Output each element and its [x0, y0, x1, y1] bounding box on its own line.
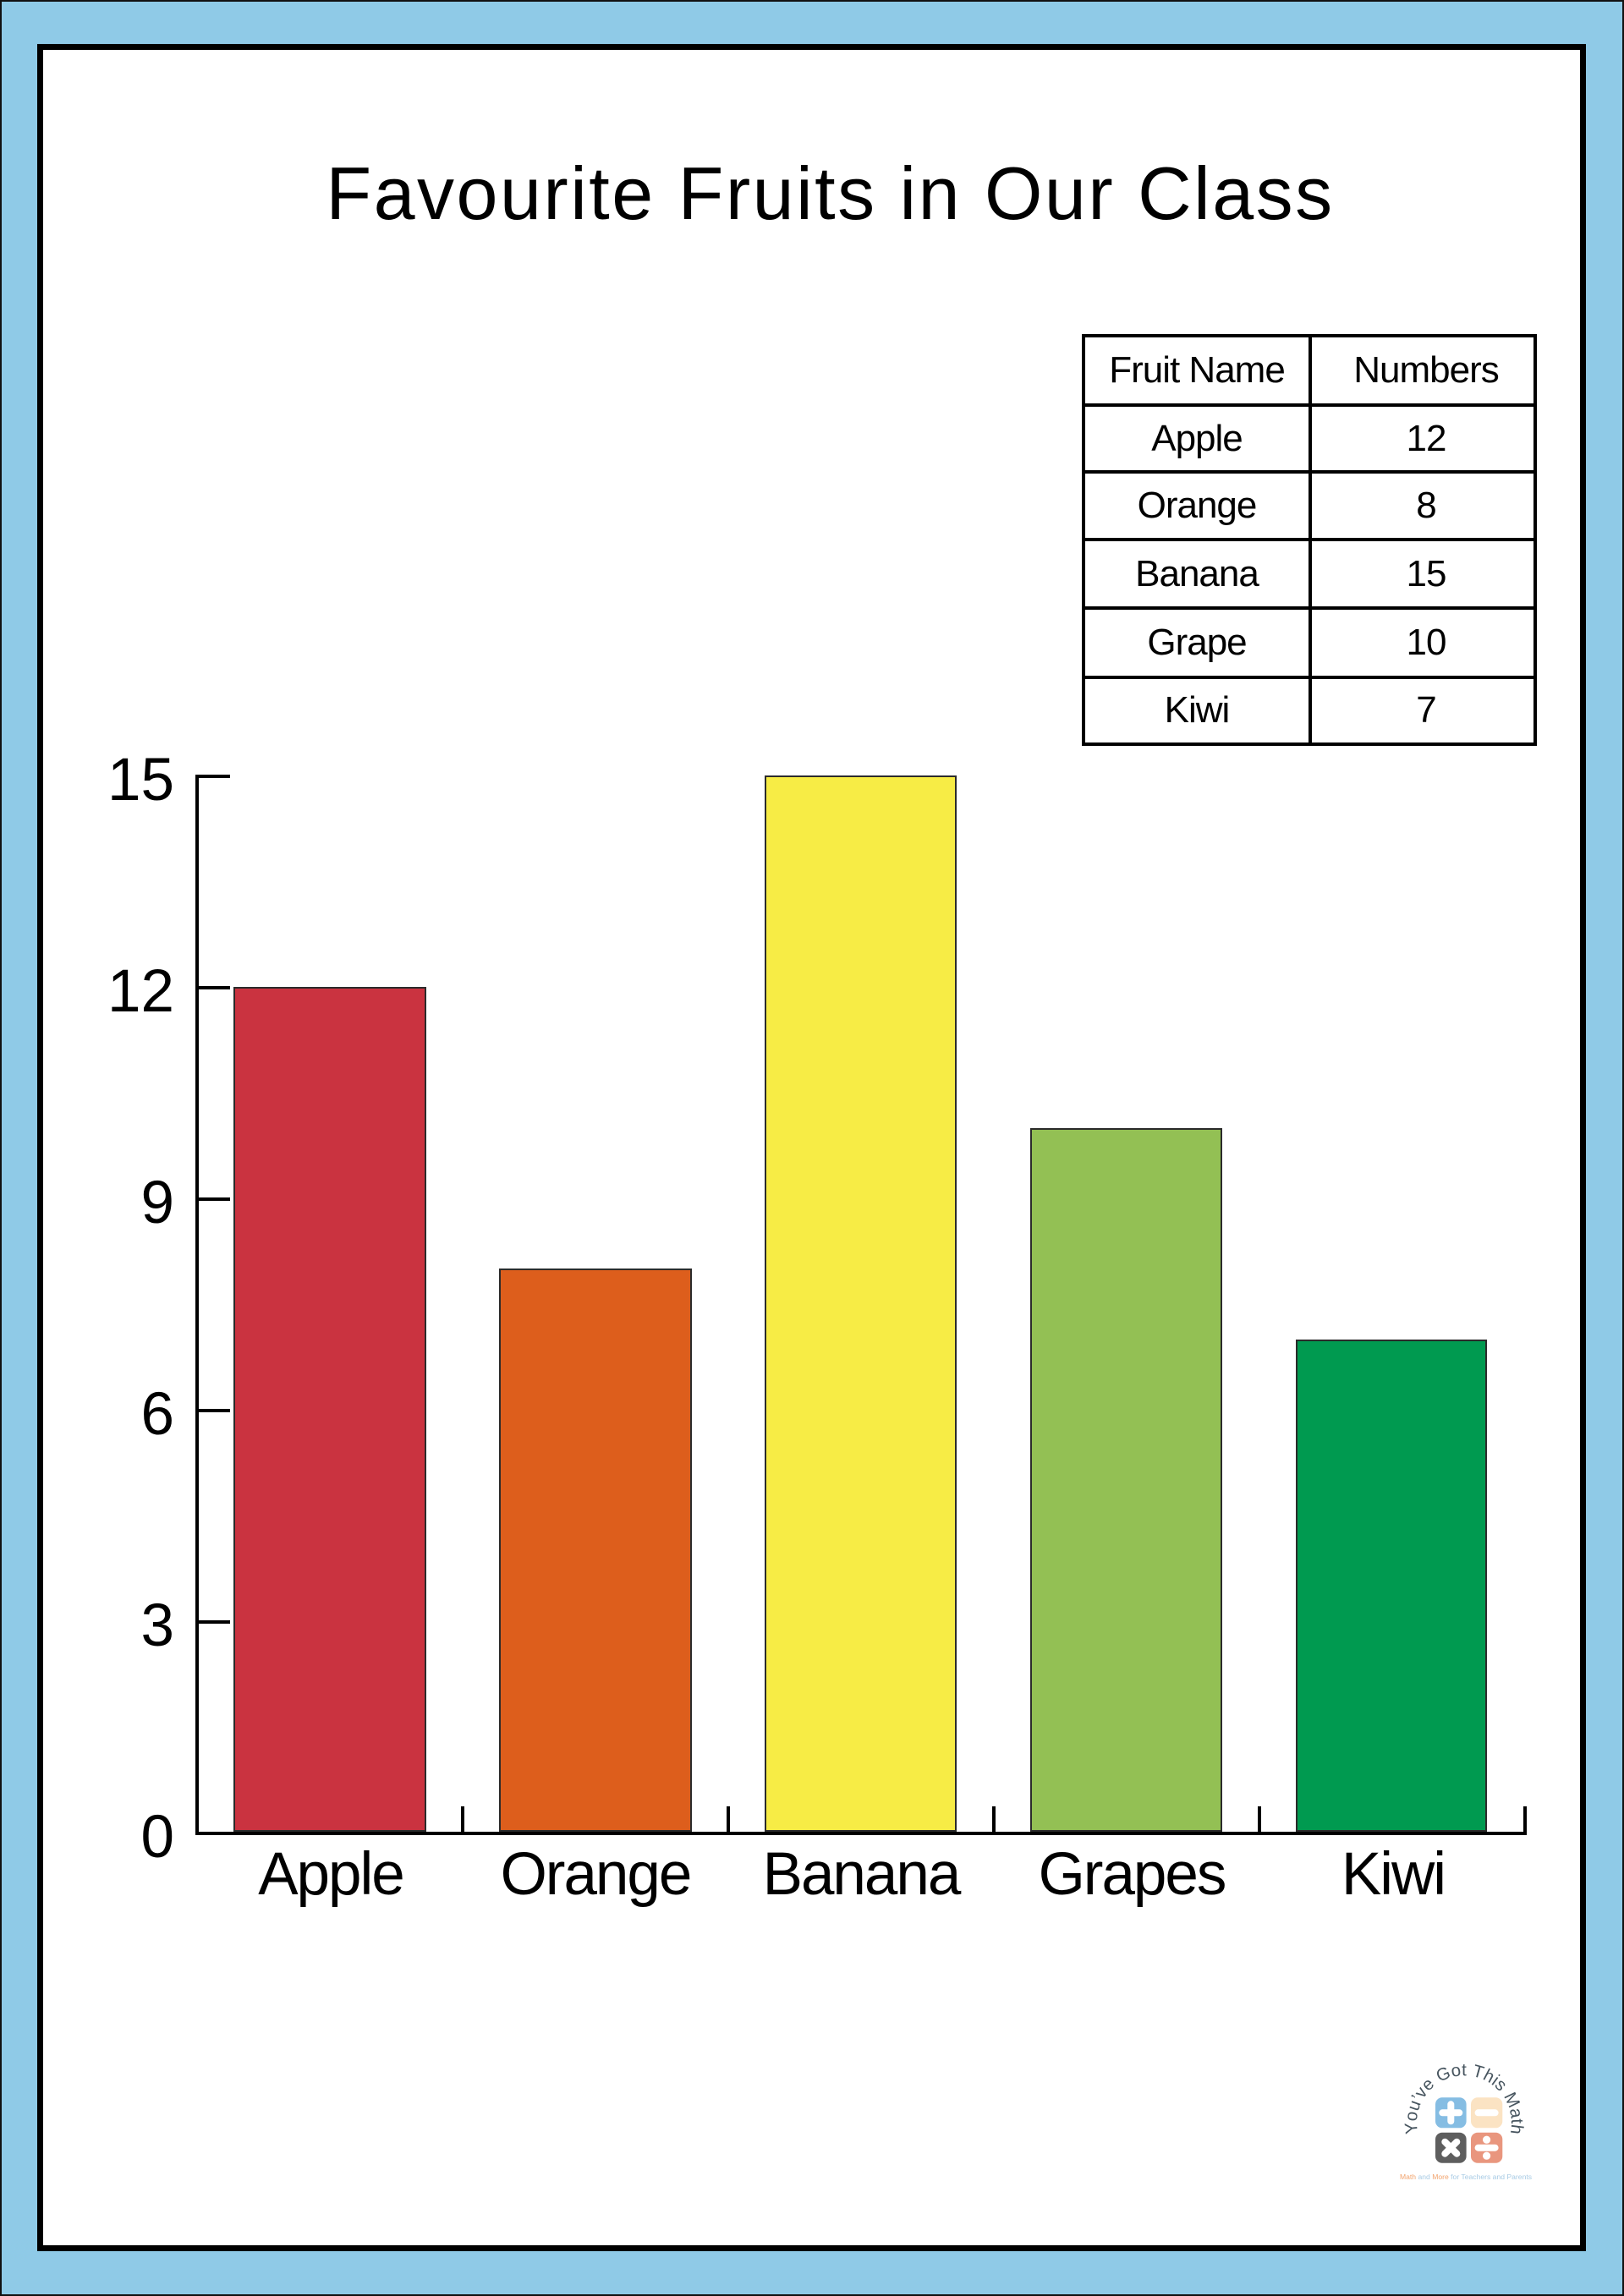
svg-text:t: t [1507, 2118, 1527, 2124]
svg-text:t: t [1462, 2060, 1467, 2080]
svg-text:o: o [1450, 2060, 1462, 2080]
svg-text:o: o [1402, 2110, 1422, 2122]
svg-text:a: a [1506, 2107, 1527, 2120]
svg-text:Math and More for Teachers and: Math and More for Teachers and Parents [1400, 2173, 1532, 2181]
svg-text:h: h [1506, 2123, 1527, 2135]
svg-text:Y: Y [1402, 2121, 1422, 2134]
